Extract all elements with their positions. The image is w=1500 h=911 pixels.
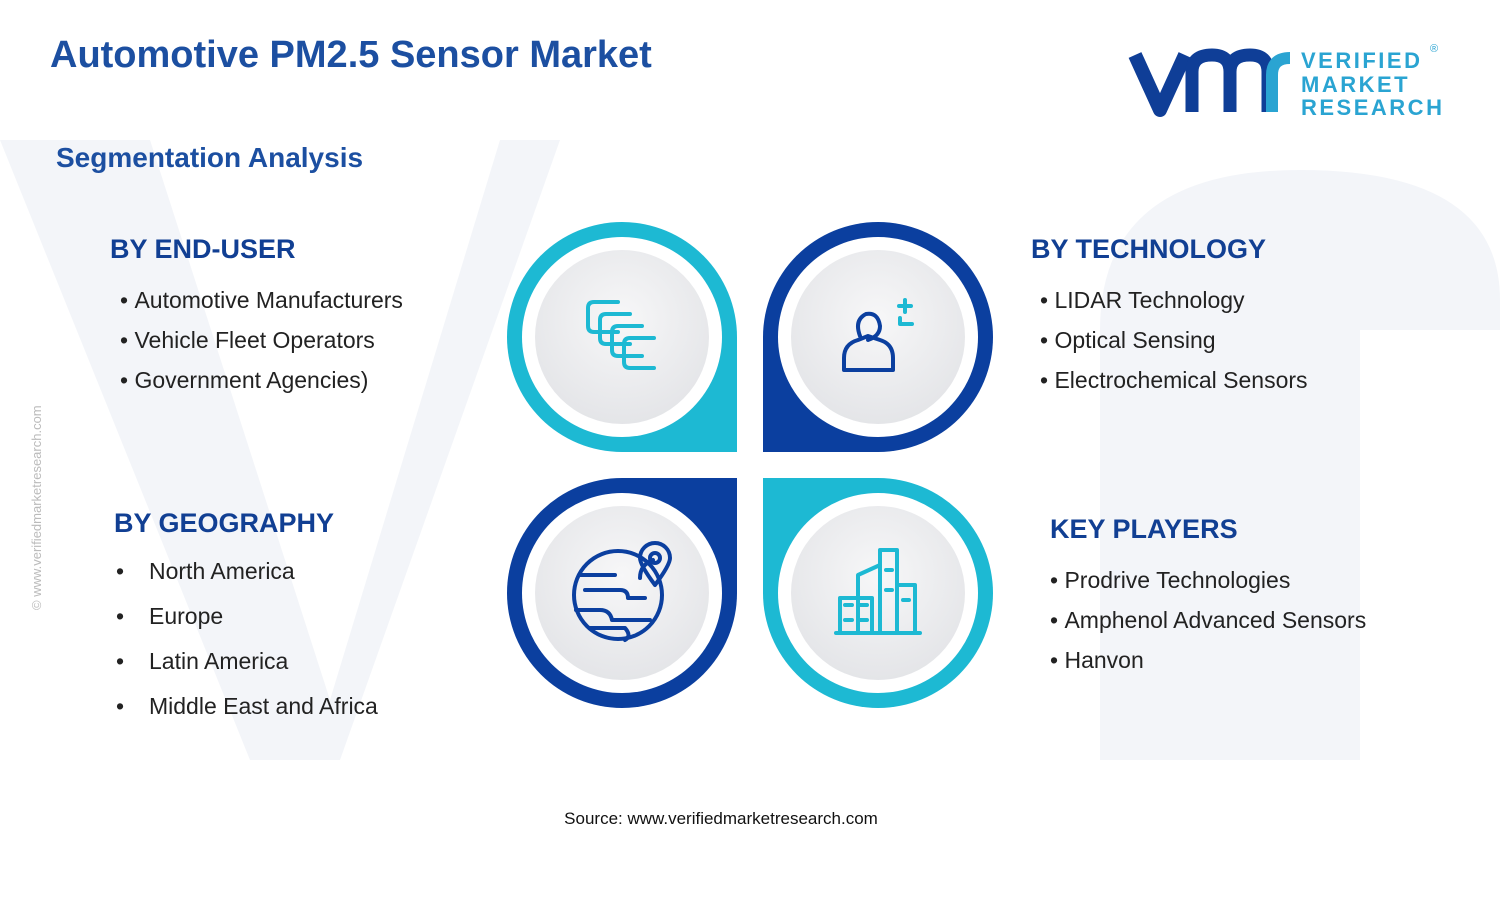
- icon: [842, 311, 895, 372]
- subtitle: Segmentation Analysis: [56, 142, 364, 173]
- icon: [574, 558, 655, 642]
- icon: [622, 336, 656, 370]
- segment-item: Hanvon: [1050, 649, 1143, 672]
- segment-heading: BY GEOGRAPHY: [114, 508, 335, 538]
- segment-badge: [507, 222, 737, 452]
- segment-item: Automotive Manufacturers: [120, 289, 402, 312]
- segment-item: Amphenol Advanced Sensors: [1050, 609, 1366, 632]
- segment-heading: KEY PLAYERS: [1050, 514, 1238, 544]
- side-note: © www.verifiedmarketresearch.com: [29, 405, 44, 610]
- segment-item: Latin America: [116, 650, 288, 674]
- segment-heading: BY END-USER: [110, 234, 296, 264]
- segment-item: North America: [116, 560, 295, 584]
- icon: [598, 312, 632, 346]
- badge-inner: [535, 506, 709, 680]
- logo-text: MARKET: [1301, 72, 1411, 97]
- icon: [834, 548, 922, 635]
- icon: [610, 324, 644, 358]
- segment-item: LIDAR Technology: [1040, 289, 1244, 312]
- logo-text: VERIFIED: [1301, 48, 1423, 73]
- segment-item: Prodrive Technologies: [1050, 569, 1290, 592]
- source: Source: www.verifiedmarketresearch.com: [564, 809, 878, 828]
- segment-badge: [507, 478, 737, 708]
- segment-item: Middle East and Africa: [116, 695, 378, 719]
- segment-item: Europe: [116, 605, 223, 629]
- segment-heading: BY TECHNOLOGY: [1031, 234, 1267, 264]
- segment-badge: [763, 222, 993, 452]
- segment-item: Optical Sensing: [1040, 329, 1215, 352]
- title: Automotive PM2.5 Sensor Market: [50, 34, 652, 76]
- icon: [897, 298, 914, 326]
- badge-inner: [535, 250, 709, 424]
- icon: [638, 541, 672, 587]
- badge-inner: [791, 250, 965, 424]
- logo-mark: [1128, 48, 1291, 117]
- logo-text: RESEARCH: [1301, 95, 1445, 120]
- logo-mark-symbol: ®: [1430, 43, 1439, 55]
- segment-item: Vehicle Fleet Operators: [120, 329, 374, 352]
- icon: [572, 549, 664, 641]
- segment-item: Electrochemical Sensors: [1040, 369, 1307, 392]
- icon: [648, 551, 662, 565]
- icon: [586, 300, 620, 334]
- segment-item: Government Agencies): [120, 369, 368, 392]
